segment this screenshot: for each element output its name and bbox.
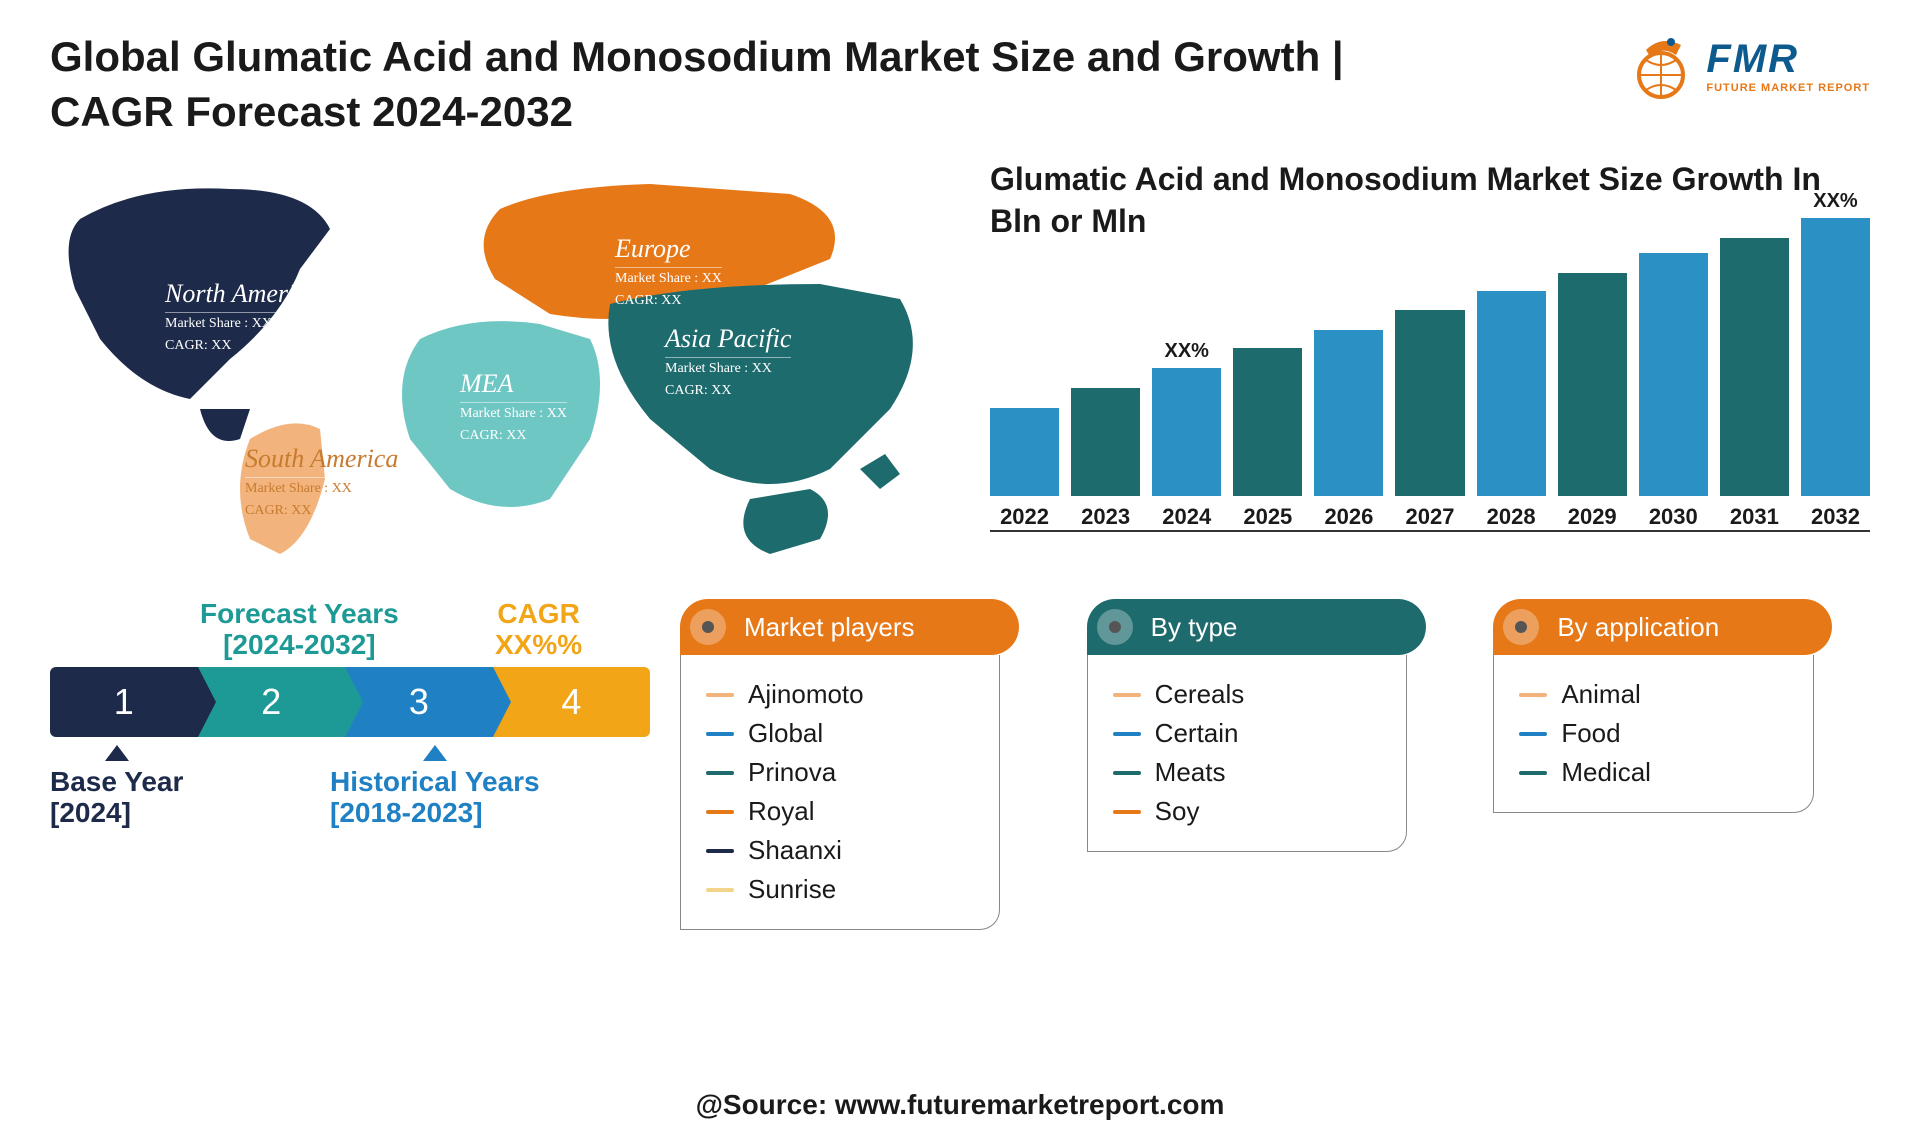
bar-2029: 2029	[1558, 273, 1627, 530]
category-by-type: By typeCerealsCertainMeatsSoy	[1087, 599, 1464, 930]
timeline-seg-2: 2	[198, 667, 346, 737]
cat-item: Medical	[1519, 753, 1787, 792]
timeline-bottom-labels: Base Year[2024] Historical Years[2018-202…	[50, 745, 650, 835]
bar-2022: 2022	[990, 408, 1059, 530]
bar-2023: 2023	[1071, 388, 1140, 530]
bar-2027: 2027	[1395, 310, 1464, 530]
bar-2030: 2030	[1639, 253, 1708, 530]
world-map: North AmericaMarket Share : XXCAGR: XX So…	[50, 159, 950, 559]
dot-icon	[1503, 609, 1539, 645]
cat-body: AjinomotoGlobalPrinovaRoyalShaanxiSunris…	[680, 655, 1000, 930]
logo-globe-icon	[1626, 30, 1696, 100]
timeline-bar: 1234	[50, 667, 650, 737]
bar-2024: XX%2024	[1152, 368, 1221, 530]
cat-item: Food	[1519, 714, 1787, 753]
timeline-label: Historical Years[2018-2023]	[330, 745, 540, 829]
bar-2031: 2031	[1720, 238, 1789, 530]
bar-2026: 2026	[1314, 330, 1383, 530]
dot-icon	[1097, 609, 1133, 645]
cat-header: Market players	[680, 599, 1019, 655]
logo-sub: FUTURE MARKET REPORT	[1706, 82, 1870, 94]
header: Global Glumatic Acid and Monosodium Mark…	[50, 30, 1870, 139]
cat-item: Animal	[1519, 675, 1787, 714]
bar-2025: 2025	[1233, 348, 1302, 530]
source-text: @Source: www.futuremarketreport.com	[696, 1089, 1225, 1121]
chart-title: Glumatic Acid and Monosodium Market Size…	[990, 159, 1870, 242]
bar-chart: Glumatic Acid and Monosodium Market Size…	[990, 159, 1870, 559]
timeline-top-labels: Forecast Years[2024-2032]CAGRXX%%	[50, 599, 650, 659]
cat-body: CerealsCertainMeatsSoy	[1087, 655, 1407, 852]
cat-item: Royal	[706, 792, 974, 831]
logo-fmr: FMR	[1706, 37, 1870, 82]
bar-2032: XX%2032	[1801, 218, 1870, 530]
cat-item: Global	[706, 714, 974, 753]
bar-2028: 2028	[1477, 291, 1546, 530]
timeline-label: Base Year[2024]	[50, 745, 183, 829]
region-north-america: North AmericaMarket Share : XXCAGR: XX	[165, 279, 320, 354]
cat-item: Prinova	[706, 753, 974, 792]
dot-icon	[690, 609, 726, 645]
region-south-america: South AmericaMarket Share : XXCAGR: XX	[245, 444, 398, 519]
logo: FMR FUTURE MARKET REPORT	[1626, 30, 1870, 100]
cat-item: Meats	[1113, 753, 1381, 792]
categories: Market playersAjinomotoGlobalPrinovaRoya…	[680, 599, 1870, 930]
category-by-application: By applicationAnimalFoodMedical	[1493, 599, 1870, 930]
logo-text: FMR FUTURE MARKET REPORT	[1706, 37, 1870, 94]
cat-header: By type	[1087, 599, 1426, 655]
bars-container: 20222023XX%20242025202620272028202920302…	[990, 262, 1870, 532]
cat-item: Certain	[1113, 714, 1381, 753]
region-europe: EuropeMarket Share : XXCAGR: XX	[615, 234, 722, 309]
map-svg	[50, 159, 950, 559]
timeline-seg-3: 3	[345, 667, 493, 737]
region-asia-pacific: Asia PacificMarket Share : XXCAGR: XX	[665, 324, 791, 399]
cat-item: Shaanxi	[706, 831, 974, 870]
cat-header: By application	[1493, 599, 1832, 655]
cat-item: Sunrise	[706, 870, 974, 909]
page-title: Global Glumatic Acid and Monosodium Mark…	[50, 30, 1350, 139]
upper-section: North AmericaMarket Share : XXCAGR: XX So…	[50, 159, 1870, 559]
cat-item: Soy	[1113, 792, 1381, 831]
cat-item: Ajinomoto	[706, 675, 974, 714]
cat-item: Cereals	[1113, 675, 1381, 714]
lower-section: Forecast Years[2024-2032]CAGRXX%% 1234 B…	[50, 599, 1870, 930]
timeline: Forecast Years[2024-2032]CAGRXX%% 1234 B…	[50, 599, 650, 835]
category-market-players: Market playersAjinomotoGlobalPrinovaRoya…	[680, 599, 1057, 930]
cat-body: AnimalFoodMedical	[1493, 655, 1813, 813]
timeline-seg-1: 1	[50, 667, 198, 737]
region-mea: MEAMarket Share : XXCAGR: XX	[460, 369, 567, 444]
timeline-seg-4: 4	[493, 667, 650, 737]
